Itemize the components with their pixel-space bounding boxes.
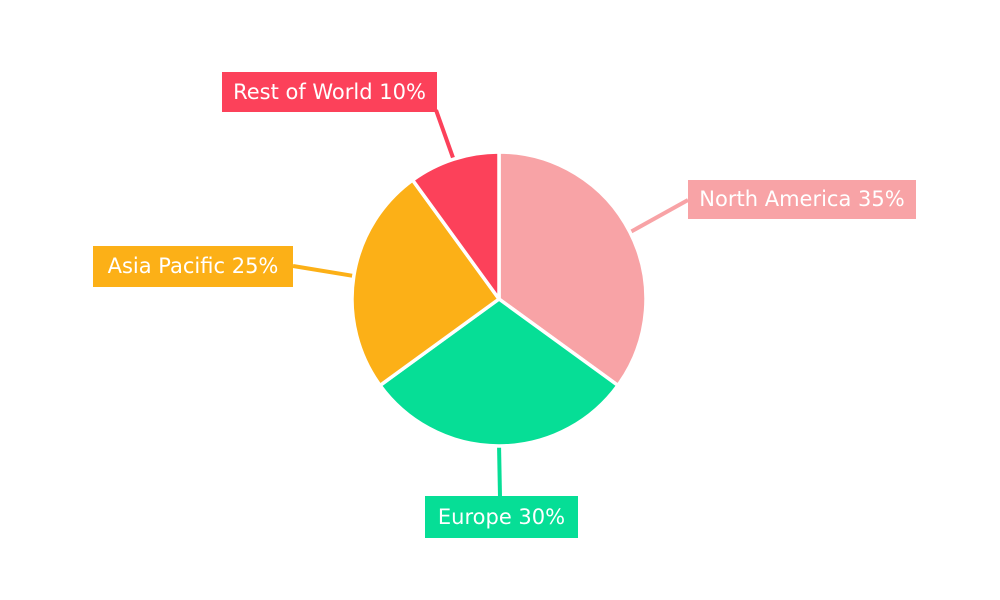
callout-label-rest-of-world: Rest of World 10% <box>222 72 437 112</box>
pie-slice-europe <box>378 297 620 448</box>
pie-slices <box>350 150 648 448</box>
leader-line-north-america <box>627 198 689 235</box>
pie-slice-asia-pacific <box>350 178 501 388</box>
pie-slice-rest-of-world <box>410 150 501 301</box>
pie-slice-north-america <box>497 150 648 388</box>
leader-line-europe <box>497 443 502 498</box>
callout-label-europe: Europe 30% <box>425 496 578 538</box>
callout-label-north-america: North America 35% <box>688 180 916 219</box>
leader-line-asia-pacific <box>292 264 357 279</box>
leader-line-rest-of-world <box>434 109 457 162</box>
leader-lines <box>292 109 689 498</box>
callout-label-asia-pacific: Asia Pacific 25% <box>93 246 293 287</box>
